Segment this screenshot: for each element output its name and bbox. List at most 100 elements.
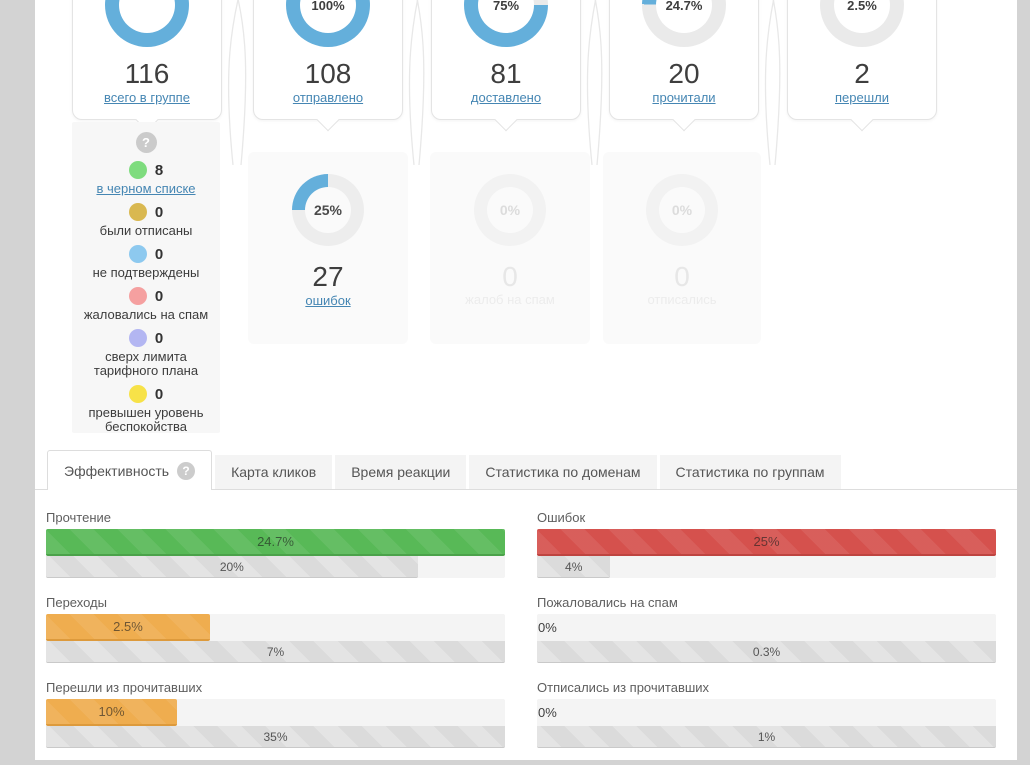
value-bar-label: 10% [98, 704, 125, 719]
stat-link[interactable]: отправлено [292, 90, 364, 105]
value-bar: 24.7% [46, 529, 505, 556]
card-tail-icon [494, 108, 518, 131]
tab-item[interactable]: Статистика по группам [659, 455, 841, 489]
card-tail-icon [672, 108, 696, 131]
legend-label: в черном списке [72, 182, 220, 196]
stats-tabs: Эффективность? Карта кликов Время реакции С… [47, 450, 844, 490]
funnel-stage-card: 100% 108 отправлено [253, 0, 403, 131]
donut-percent-label: 0% [671, 202, 693, 218]
legend-count: 0 [154, 245, 164, 263]
value-bar-label: 25% [753, 534, 780, 549]
tab-item[interactable]: Статистика по доменам [469, 455, 657, 489]
efficiency-column-left: Прочтение 24.7% 20% Переходы 2.5% 7% Перешли и… [46, 510, 505, 765]
funnel-stage-card: 116 всего в группе [72, 0, 222, 131]
average-bar-label: 7% [266, 644, 285, 659]
donut-percent-label: 24.7% [665, 0, 703, 13]
tab-item[interactable]: Эффективность? [47, 450, 213, 490]
stat-link[interactable]: всего в группе [104, 90, 190, 105]
donut-percent-label: 2.5% [847, 0, 877, 13]
funnel-stage-card: 24.7% 20 прочитали [609, 0, 759, 131]
stat-link[interactable]: перешли [834, 90, 889, 105]
legend-link[interactable]: в черном списке [96, 181, 196, 196]
metric-group: Переходы 2.5% 7% [46, 595, 505, 663]
legend-dot-icon [128, 203, 147, 221]
average-bar: 20% [46, 556, 418, 578]
tab-item[interactable]: Время реакции [335, 455, 467, 489]
average-bar-label: 4% [565, 559, 583, 574]
stat-link: жалоб на спам [465, 292, 555, 307]
stat-link[interactable]: ошибок [305, 293, 351, 308]
value-bar-label: 24.7% [257, 534, 294, 549]
legend-item-top: 0 [72, 287, 220, 305]
help-icon[interactable]: ? [135, 132, 157, 153]
legend-item: 0 были отписаны [72, 203, 220, 238]
card-tail-icon [316, 108, 340, 131]
metric-average-row: 1% [537, 726, 996, 748]
legend-item-top: 0 [72, 329, 220, 347]
metric-group: Отписались из прочитавших 0% 1% [537, 680, 996, 748]
funnel-connector-icon [222, 0, 253, 170]
legend-item: 0 жаловались на спам [72, 287, 220, 322]
stat-value: 27 [312, 261, 344, 292]
legend-dot-icon [128, 329, 147, 347]
metric-group: Ошибок 25% 4% [537, 510, 996, 578]
group-status-legend: ? 8 в черном списке 0 были отписаны 0 не подтв… [72, 122, 220, 434]
stat-link: отписались [647, 292, 717, 307]
metric-title: Отписались из прочитавших [537, 680, 710, 695]
legend-dot-icon [128, 245, 147, 263]
metric-value-row: 2.5% [46, 614, 505, 641]
metric-track: 2.5% 7% [46, 614, 505, 663]
metric-value-row: 10% [46, 699, 505, 726]
donut-percent-label: 75% [492, 0, 520, 13]
donut-chart: 2.5% [820, 0, 904, 47]
value-bar-label: 0% [538, 620, 557, 635]
donut-chart: 0% [474, 174, 546, 246]
average-bar: 1% [537, 726, 996, 748]
donut-chart: 75% [464, 0, 548, 47]
stat-value: 108 [304, 58, 352, 89]
stat-value: 2 [854, 58, 870, 89]
legend-dot-icon [128, 385, 147, 403]
funnel-connector-icon [759, 0, 787, 170]
legend-dot-icon [128, 161, 147, 179]
legend-label: не подтверждены [92, 265, 200, 280]
average-bar-label: 1% [757, 729, 776, 744]
metric-title: Перешли из прочитавших [46, 680, 203, 695]
metric-group: Пожаловались на спам 0% 0.3% [537, 595, 996, 663]
funnel-connector-icon [403, 0, 431, 170]
metric-average-row: 35% [46, 726, 505, 748]
value-bar: 25% [537, 529, 996, 556]
legend-label: были отписаны [99, 223, 193, 238]
metric-track: 24.7% 20% [46, 529, 505, 578]
metric-value-row: 0% [537, 614, 996, 641]
metric-average-row: 7% [46, 641, 505, 663]
donut-chart: 24.7% [642, 0, 726, 47]
legend-count: 8 [154, 161, 164, 179]
legend-item-top: 0 [72, 203, 220, 221]
stat-value: 0 [502, 261, 518, 292]
donut-chart: 100% [286, 0, 370, 47]
donut-chart [105, 0, 189, 47]
tab-label: Статистика по доменам [485, 464, 641, 480]
legend-count: 0 [154, 287, 164, 305]
help-icon[interactable]: ? [177, 461, 196, 480]
secondary-stat-card: 25% 27 ошибок [248, 152, 408, 344]
tabs-divider [35, 489, 1017, 490]
legend-item-top: 0 [72, 245, 220, 263]
stat-value: 0 [674, 261, 690, 292]
tab-item[interactable]: Карта кликов [215, 455, 333, 489]
donut-percent-label: 25% [313, 202, 343, 218]
donut-hole [119, 0, 175, 33]
tab-label: Статистика по группам [675, 464, 825, 480]
stats-content-area: 116 всего в группе 100% 108 отправлено 75% 8… [35, 0, 1017, 760]
stat-link[interactable]: доставлено [470, 90, 542, 105]
stat-link[interactable]: прочитали [652, 90, 716, 105]
average-bar: 35% [46, 726, 505, 748]
metric-title: Переходы [46, 595, 107, 610]
donut-chart: 0% [646, 174, 718, 246]
legend-count: 0 [154, 329, 164, 347]
legend-count: 0 [154, 203, 164, 221]
card-tail-icon [850, 108, 874, 131]
stat-value: 81 [490, 58, 522, 89]
